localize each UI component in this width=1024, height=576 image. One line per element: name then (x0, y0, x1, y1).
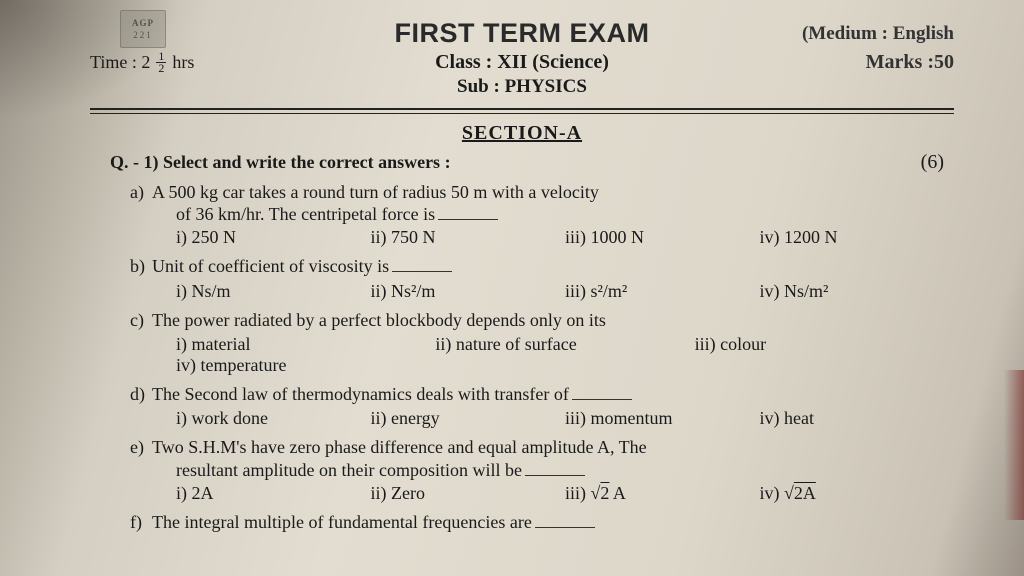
q1e-opt-iii: iii) √2 A (565, 483, 760, 504)
q1a-opt-iii: iii) 1000 N (565, 227, 760, 248)
subject-label: Sub : PHYSICS (457, 76, 587, 97)
q1f-text: The integral multiple of fundamental fre… (152, 512, 532, 532)
q1e-opt-i: i) 2A (176, 483, 371, 504)
q1b-opt-iii: iii) s²/m² (565, 281, 760, 302)
q1d-options: i) work done ii) energy iii) momentum iv… (90, 408, 954, 429)
q1c-opt-iii: iii) colour (695, 334, 954, 355)
q1f: f) The integral multiple of fundamental … (90, 510, 954, 534)
q1d-opt-i: i) work done (176, 408, 371, 429)
q1e-opt-iv: iv) √2A (760, 483, 955, 504)
q1a-line2: of 36 km/hr. The centripetal force is (176, 204, 435, 224)
blank-line (572, 384, 632, 400)
q1d-text: The Second law of thermodynamics deals w… (152, 384, 569, 404)
exam-title: FIRST TERM EXAM (395, 18, 650, 48)
q1a-opt-ii: ii) 750 N (371, 227, 566, 248)
q1e-line2: resultant amplitude on their composition… (176, 460, 522, 480)
q1a-opt-iv: iv) 1200 N (760, 227, 955, 248)
header-row-2: Time : 2 1 2 hrs Class : XII (Science) M… (90, 51, 954, 74)
q1a-opt-i: i) 250 N (176, 227, 371, 248)
q1b-options: i) Ns/m ii) Ns²/m iii) s²/m² iv) Ns/m² (90, 281, 954, 302)
q1b-opt-ii: ii) Ns²/m (371, 281, 566, 302)
header-row-3: Sub : PHYSICS (90, 76, 954, 98)
q1e-line1: Two S.H.M's have zero phase difference a… (152, 437, 647, 457)
question-1-header: Q. - 1) Select and write the correct ans… (90, 151, 954, 174)
q1e-line2-wrap: resultant amplitude on their composition… (90, 460, 954, 481)
q1-title: Q. - 1) Select and write the correct ans… (90, 152, 451, 173)
q1a-line1: A 500 kg car takes a round turn of radiu… (152, 182, 599, 202)
q1d: d) The Second law of thermodynamics deal… (90, 382, 954, 406)
marks-label: Marks :50 (866, 51, 954, 73)
q1f-label: f) (130, 510, 142, 534)
q1d-opt-ii: ii) energy (371, 408, 566, 429)
blank-line (438, 204, 498, 220)
q1b-text: Unit of coefficient of viscosity is (152, 256, 389, 276)
q1c: c) The power radiated by a perfect block… (90, 308, 954, 332)
q1c-text: The power radiated by a perfect blockbod… (152, 310, 606, 330)
q1-marks: (6) (921, 151, 954, 174)
q1c-opt-i: i) material (176, 334, 435, 355)
time-label: Time : 2 1 2 hrs (90, 51, 194, 74)
q1b-label: b) (130, 254, 145, 278)
blank-line (525, 460, 585, 476)
header-rule (90, 108, 954, 114)
publisher-logo: AGP 221 (120, 10, 166, 48)
q1a-line2-wrap: of 36 km/hr. The centripetal force is (90, 204, 954, 225)
medium-label: (Medium : English (802, 23, 954, 44)
logo-bottom: 221 (133, 30, 153, 40)
q1e-opt-ii: ii) Zero (371, 483, 566, 504)
q1b-opt-i: i) Ns/m (176, 281, 371, 302)
q1a: a) A 500 kg car takes a round turn of ra… (90, 180, 954, 204)
section-heading: SECTION-A (90, 122, 954, 145)
header-row-1: FIRST TERM EXAM (Medium : English (90, 18, 954, 49)
q1a-options: i) 250 N ii) 750 N iii) 1000 N iv) 1200 … (90, 227, 954, 248)
q1c-opt-iv: iv) temperature (176, 355, 954, 376)
q1c-options: i) material ii) nature of surface iii) c… (90, 334, 954, 376)
q1b-opt-iv: iv) Ns/m² (760, 281, 955, 302)
q1c-label: c) (130, 308, 144, 332)
blank-line (535, 512, 595, 528)
q1e: e) Two S.H.M's have zero phase differenc… (90, 435, 954, 459)
time-fraction: 1 2 (156, 51, 166, 74)
blank-line (392, 256, 452, 272)
q1d-label: d) (130, 382, 145, 406)
q1d-opt-iv: iv) heat (760, 408, 955, 429)
logo-top: AGP (132, 18, 154, 28)
q1b: b) Unit of coefficient of viscosity is (90, 254, 954, 278)
q1e-options: i) 2A ii) Zero iii) √2 A iv) √2A (90, 483, 954, 504)
q1d-opt-iii: iii) momentum (565, 408, 760, 429)
class-label: Class : XII (Science) (435, 51, 609, 73)
q1c-opt-ii: ii) nature of surface (435, 334, 694, 355)
exam-page: FIRST TERM EXAM (Medium : English Time :… (0, 0, 1024, 534)
q1e-label: e) (130, 435, 144, 459)
q1a-label: a) (130, 180, 144, 204)
